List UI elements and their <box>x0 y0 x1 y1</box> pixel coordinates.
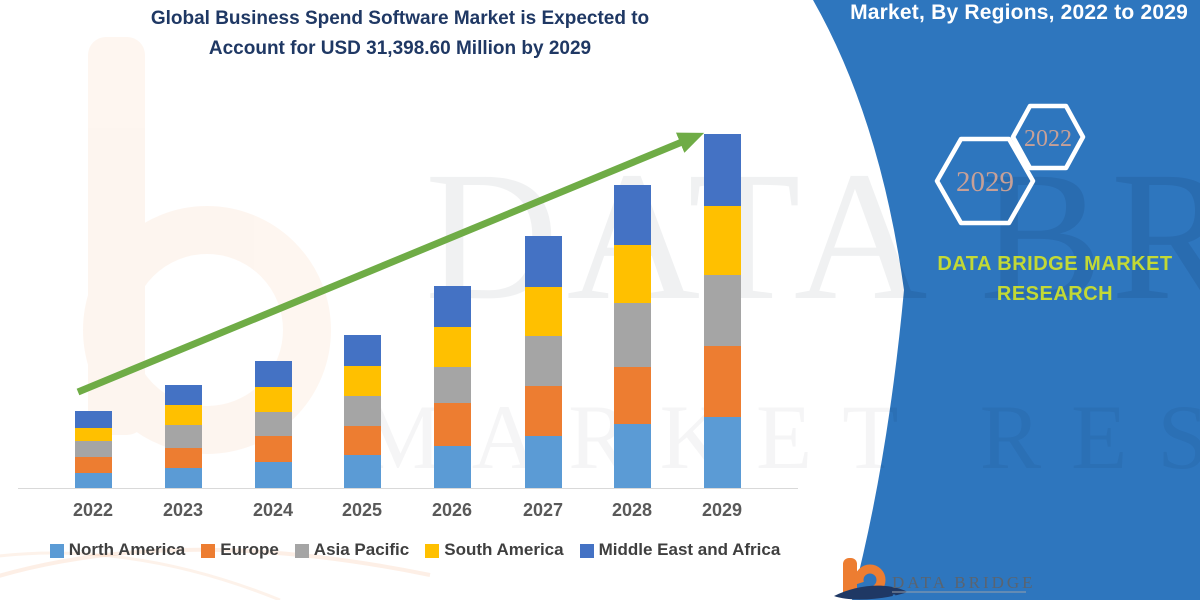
bar-segment-north-america-2025 <box>343 455 381 488</box>
bar-segment-asia-pacific-2025 <box>343 396 381 426</box>
bar-segment-south-america-2023 <box>164 405 202 425</box>
bar-segment-north-america-2023 <box>164 468 202 488</box>
x-axis-label-2024: 2024 <box>252 500 294 520</box>
legend-swatch-icon <box>49 543 64 558</box>
bar-segment-middle-east-and-africa-2028 <box>613 185 651 245</box>
bar-segment-south-america-2022 <box>74 428 112 441</box>
bar-segment-middle-east-and-africa-2022 <box>74 411 112 428</box>
bar-segment-europe-2023 <box>164 448 202 468</box>
bar-2023 <box>164 385 202 488</box>
legend-item-south-america: South America <box>425 540 564 560</box>
bar-segment-north-america-2022 <box>74 473 112 488</box>
bar-segment-asia-pacific-2028 <box>613 303 651 367</box>
chart-title: Global Business Spend Software Market is… <box>50 4 750 64</box>
x-axis-label-2025: 2025 <box>341 500 383 520</box>
legend-label: North America <box>68 540 186 559</box>
bar-segment-north-america-2026 <box>433 446 471 488</box>
bar-segment-asia-pacific-2026 <box>433 367 471 403</box>
bar-2027 <box>524 236 562 488</box>
legend-swatch-icon <box>201 543 216 558</box>
x-axis-label-2027: 2027 <box>522 500 564 520</box>
x-axis-label-2026: 2026 <box>431 500 473 520</box>
legend-label: Europe <box>220 540 279 559</box>
bar-segment-middle-east-and-africa-2026 <box>433 286 471 327</box>
bar-segment-south-america-2029 <box>703 206 741 275</box>
legend-item-europe: Europe <box>201 540 279 560</box>
legend-item-north-america: North America <box>49 540 186 560</box>
legend-item-asia-pacific: Asia Pacific <box>294 540 410 560</box>
bar-segment-europe-2025 <box>343 426 381 455</box>
bar-segment-europe-2022 <box>74 457 112 473</box>
legend-swatch-icon <box>425 543 440 558</box>
bar-segment-asia-pacific-2029 <box>703 275 741 346</box>
x-axis-label-2023: 2023 <box>162 500 204 520</box>
x-axis-label-2022: 2022 <box>72 500 114 520</box>
bar-segment-south-america-2025 <box>343 366 381 396</box>
bar-segment-middle-east-and-africa-2027 <box>524 236 562 287</box>
bar-segment-middle-east-and-africa-2023 <box>164 385 202 405</box>
bar-segment-north-america-2027 <box>524 436 562 488</box>
bar-segment-south-america-2028 <box>613 245 651 303</box>
chart-title-line1: Global Business Spend Software Market is… <box>150 8 650 29</box>
legend-label: South America <box>444 540 564 559</box>
bar-segment-europe-2027 <box>524 386 562 436</box>
legend-label: Asia Pacific <box>313 540 410 559</box>
bar-segment-south-america-2026 <box>433 327 471 367</box>
bar-segment-north-america-2024 <box>254 462 292 488</box>
legend-item-middle-east-and-africa: Middle East and Africa <box>579 540 781 560</box>
bar-segment-middle-east-and-africa-2024 <box>254 361 292 387</box>
x-axis-line <box>18 488 798 489</box>
bar-segment-south-america-2024 <box>254 387 292 412</box>
panel-header: Market, By Regions, 2022 to 2029 <box>850 1 1188 24</box>
bar-segment-europe-2024 <box>254 436 292 462</box>
bar-segment-asia-pacific-2022 <box>74 441 112 457</box>
bar-2028 <box>613 185 651 488</box>
bar-2025 <box>343 335 381 488</box>
legend-swatch-icon <box>294 543 309 558</box>
bar-2026 <box>433 286 471 488</box>
legend-label: Middle East and Africa <box>598 540 781 559</box>
bar-segment-europe-2029 <box>703 346 741 417</box>
bar-segment-asia-pacific-2027 <box>524 336 562 386</box>
legend: North America Europe Asia Pacific South Ame… <box>20 540 810 560</box>
bar-segment-north-america-2028 <box>613 424 651 488</box>
bar-segment-europe-2028 <box>613 367 651 424</box>
brand-name-line2: RESEARCH <box>996 283 1114 305</box>
bar-2022 <box>74 411 112 488</box>
bar-segment-north-america-2029 <box>703 417 741 488</box>
bar-segment-asia-pacific-2023 <box>164 425 202 448</box>
bar-segment-middle-east-and-africa-2029 <box>703 134 741 206</box>
x-axis-label-2029: 2029 <box>701 500 743 520</box>
brand-name-line1: DATA BRIDGE MARKET <box>937 253 1173 275</box>
bar-segment-europe-2026 <box>433 403 471 446</box>
x-axis-label-2028: 2028 <box>611 500 653 520</box>
bar-segment-south-america-2027 <box>524 287 562 336</box>
bar-segment-middle-east-and-africa-2025 <box>343 335 381 366</box>
bar-2024 <box>254 361 292 488</box>
legend-swatch-icon <box>579 543 594 558</box>
bar-2029 <box>703 134 741 488</box>
bar-segment-asia-pacific-2024 <box>254 412 292 436</box>
chart-title-line2: Account for USD 31,398.60 Million by 202… <box>208 38 592 59</box>
